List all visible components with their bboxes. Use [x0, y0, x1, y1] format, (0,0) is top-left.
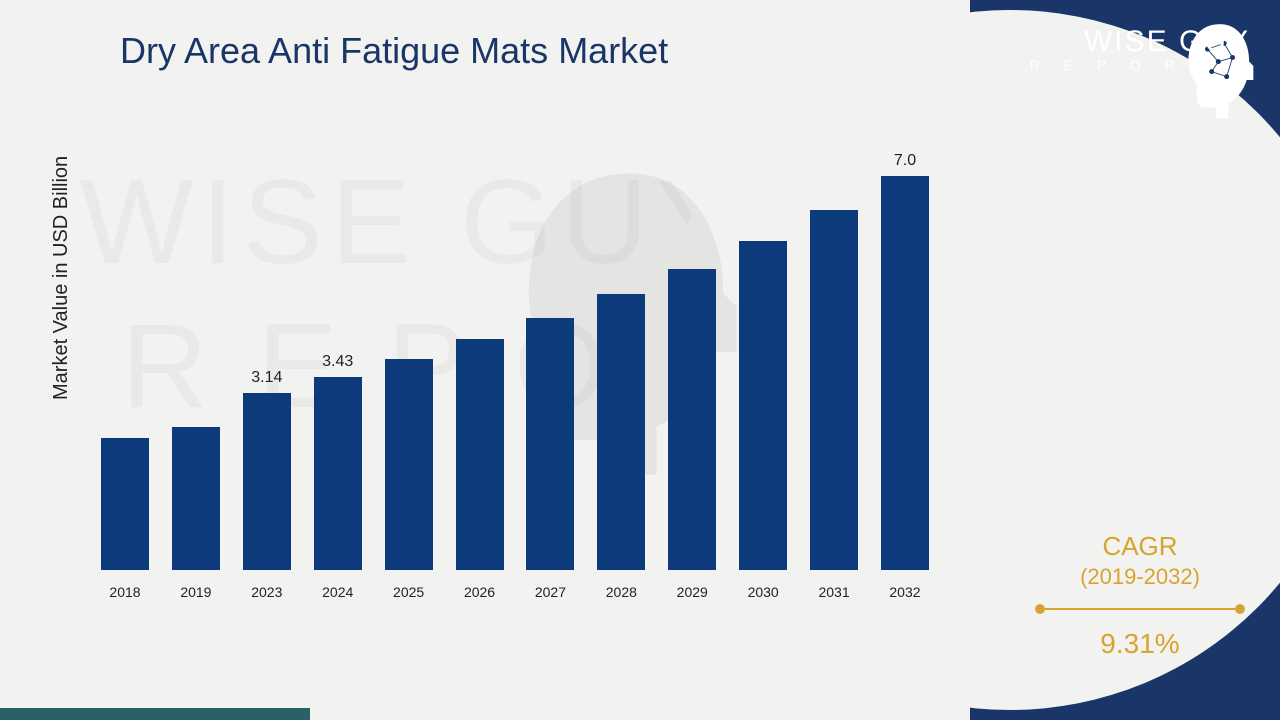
- bar: [668, 269, 716, 570]
- bar-group: 3.14: [237, 369, 297, 570]
- bar-group: [662, 245, 722, 570]
- bar: [243, 393, 291, 570]
- bar-group: [520, 294, 580, 570]
- cagr-value: 9.31%: [1040, 628, 1240, 660]
- bar-value-label: 7.0: [894, 152, 916, 172]
- bar: [526, 318, 574, 570]
- bar-group: [591, 270, 651, 570]
- y-axis-label: Market Value in USD Billion: [50, 156, 73, 400]
- x-tick-label: 2030: [733, 584, 793, 600]
- x-tick-label: 2028: [591, 584, 651, 600]
- x-labels-container: 2018 2019 2023 2024 2025 2026 2027 2028 2029 2030…: [90, 584, 940, 600]
- bar: [314, 377, 362, 570]
- bar-group: 3.43: [308, 353, 368, 570]
- x-tick-label: 2026: [450, 584, 510, 600]
- bar: [385, 359, 433, 570]
- bar-chart: 3.14 3.43 7.0 2018 2019 2023 2024 2025 2026 2027…: [90, 120, 940, 600]
- bar: [810, 210, 858, 570]
- x-tick-label: 2024: [308, 584, 368, 600]
- bar-group: 7.0: [875, 152, 935, 570]
- brand-logo: WISE GUY R E P O R T S: [1030, 25, 1250, 73]
- x-tick-label: 2025: [379, 584, 439, 600]
- cagr-label: CAGR: [1040, 531, 1240, 562]
- x-tick-label: 2032: [875, 584, 935, 600]
- bar: [739, 241, 787, 570]
- bar-group: [804, 186, 864, 570]
- bar-group: [733, 217, 793, 570]
- bars-container: 3.14 3.43 7.0: [90, 120, 940, 570]
- bar: [172, 427, 220, 570]
- cagr-years: (2019-2032): [1040, 564, 1240, 590]
- cagr-block: CAGR (2019-2032) 9.31%: [1040, 531, 1240, 660]
- cagr-divider: [1040, 608, 1240, 610]
- x-tick-label: 2029: [662, 584, 722, 600]
- bar: [881, 176, 929, 570]
- bottom-accent-bar: [0, 708, 310, 720]
- x-tick-label: 2018: [95, 584, 155, 600]
- logo-main-text: WISE GUY: [1030, 25, 1250, 59]
- bar-group: [95, 414, 155, 570]
- chart-title: Dry Area Anti Fatigue Mats Market: [120, 30, 668, 72]
- bar: [456, 339, 504, 570]
- bar: [597, 294, 645, 570]
- bar: [101, 438, 149, 570]
- bar-value-label: 3.14: [251, 369, 282, 389]
- bar-group: [450, 315, 510, 570]
- bar-value-label: 3.43: [322, 353, 353, 373]
- x-tick-label: 2019: [166, 584, 226, 600]
- logo-sub-text: R E P O R T S: [1030, 57, 1250, 73]
- x-tick-label: 2027: [520, 584, 580, 600]
- x-tick-label: 2031: [804, 584, 864, 600]
- bar-group: [379, 335, 439, 570]
- x-tick-label: 2023: [237, 584, 297, 600]
- bar-group: [166, 403, 226, 570]
